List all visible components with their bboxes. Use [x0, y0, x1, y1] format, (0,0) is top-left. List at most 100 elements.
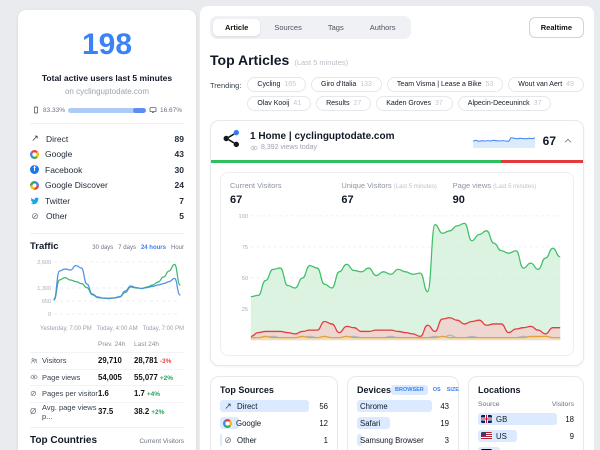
article-sparkline — [472, 137, 535, 148]
locations-col-source: Source — [478, 401, 500, 408]
range-tab-Hour[interactable]: Hour — [170, 245, 184, 251]
device-row-bar — [357, 417, 391, 429]
pill-count: 37 — [435, 100, 443, 107]
top-source-row: Google 12 — [220, 417, 328, 429]
direct-arrow-icon: ↗ — [31, 133, 39, 144]
top-sources-title: Top Sources — [220, 385, 274, 395]
svg-text:25: 25 — [242, 307, 248, 313]
pill-count: 133 — [360, 81, 372, 88]
tab-sources[interactable]: Sources — [274, 23, 302, 32]
mobile-icon — [34, 106, 38, 114]
trending-pill[interactable]: Kaden Groves 37 — [376, 96, 453, 111]
range-tab-24-hours[interactable]: 24 hours — [140, 245, 166, 251]
trending-pill[interactable]: Giro d'Italia 133 — [311, 77, 382, 92]
stats-col-last: Last 24h — [134, 341, 159, 348]
top-countries-subtitle: Current Visitors — [139, 438, 184, 445]
svg-text:100: 100 — [239, 214, 248, 220]
stats-row: ⊘ Pages per visitor 1.6 1.7 +4% — [30, 385, 184, 402]
site-label: on cyclinguptodate.com — [64, 87, 150, 96]
desktop-percent: 16.67% — [159, 106, 182, 114]
trending-pill[interactable]: Cycling 165 — [247, 77, 307, 92]
stat-last-value: 55,077 — [134, 372, 158, 382]
top-countries-title: Top Countries — [30, 435, 98, 446]
devices-tab-size[interactable]: SIZE — [446, 387, 459, 393]
trending-pill[interactable]: Wout van Aert 49 — [508, 77, 584, 92]
pill-label: Giro d'Italia — [321, 81, 357, 88]
stat-label: Avg. page views p... — [42, 402, 97, 421]
trending-pills: Cycling 165 Giro d'Italia 133 Team Visma | L… — [247, 77, 584, 111]
other-icon: ⊘ — [31, 210, 39, 221]
source-row: Google 43 — [30, 147, 184, 163]
trending-label: Trending: — [210, 81, 242, 90]
range-tab-30-days[interactable]: 30 days — [92, 245, 114, 251]
pill-label: Results — [326, 100, 350, 107]
article-stats: Current Visitors 67 Unique Visitors (Last … — [230, 181, 564, 206]
stat-label: Pages per visitor — [42, 389, 98, 399]
source-row: Google Discover 24 — [30, 178, 184, 194]
devices-tab-browser[interactable]: BROWSER — [391, 385, 428, 395]
twitter-icon — [30, 197, 39, 205]
realtime-button[interactable]: Realtime — [528, 17, 584, 38]
pill-count: 53 — [485, 81, 494, 88]
pill-label: Kaden Groves — [386, 100, 431, 107]
traffic-range-tabs: 30 days 7 days 24 hours Hour — [92, 245, 184, 251]
devices-tabs: BROWSER OS SIZE — [391, 385, 460, 395]
trending-pill[interactable]: Team Visma | Lease a Bike 53 — [386, 77, 504, 92]
eye-icon — [250, 145, 258, 150]
locations-card: Locations Source Visitors GB18US9DE5FR3S… — [468, 376, 584, 450]
svg-text:75: 75 — [242, 245, 248, 251]
trending-pill[interactable]: Olav Kooij 41 — [247, 96, 312, 111]
trending-pill[interactable]: Results 27 — [316, 96, 372, 111]
source-label: Google — [45, 149, 73, 160]
svg-text:0: 0 — [48, 312, 51, 318]
pill-label: Alpecin-Deceuninck — [467, 100, 530, 107]
locations-list: GB18US9DE5FR3SE2DK2RS2 — [478, 413, 574, 450]
tab-authors[interactable]: Authors — [369, 23, 396, 32]
tab-article[interactable]: Article — [213, 19, 261, 36]
location-code: GB — [496, 414, 508, 424]
realtime-sidebar: 198 Total active users last 5 minutes on… — [18, 10, 196, 450]
location-row-value: 5 — [570, 449, 574, 450]
article-stat: Page views (Last 5 minutes) 90 — [453, 181, 564, 206]
device-row-value: 3 — [444, 435, 449, 445]
mobile-percent: 83.33% — [43, 106, 66, 114]
stat-prev-value: 54,005 — [98, 372, 122, 382]
negative-segment — [501, 160, 583, 163]
svg-text:1,300: 1,300 — [37, 286, 51, 292]
svg-text:50: 50 — [242, 276, 248, 282]
facebook-icon: f — [30, 165, 39, 175]
article-area-chart: 100 75 50 25 — [239, 214, 561, 341]
stats-row: Page views 54,005 55,077 +2% — [30, 368, 184, 386]
collapse-chevron-icon[interactable] — [563, 136, 573, 146]
top-source-row-value: 12 — [319, 418, 328, 428]
locations-col-visitors: Visitors — [551, 401, 574, 408]
trending-pill[interactable]: Alpecin-Deceuninck 37 — [457, 96, 552, 111]
divider — [30, 427, 184, 428]
main-panel: Article Sources Tags Authors Realtime Top A… — [200, 6, 594, 450]
locations-title: Locations — [478, 385, 521, 395]
traffic-x-tick: Today, 4:00 AM — [96, 326, 138, 332]
article-stat-suffix: (Last 5 minutes) — [493, 184, 537, 190]
stat-delta: +2% — [159, 374, 174, 382]
stat-delta: +4% — [146, 391, 161, 399]
source-value: 7 — [179, 195, 184, 206]
article-card: 1 Home | cyclinguptodate.com 8,392 views… — [210, 120, 584, 366]
desktop-segment — [132, 107, 146, 113]
range-tab-7-days[interactable]: 7 days — [118, 245, 136, 251]
location-code: DE — [496, 449, 507, 450]
source-label: Google Discover — [45, 180, 108, 191]
top-source-row-bar — [220, 400, 309, 412]
stats-col-prev: Prev. 24h — [98, 341, 126, 348]
device-row: Samsung Browser 3 — [357, 434, 449, 446]
active-users-count: 198 — [81, 28, 133, 61]
source-value: 30 — [174, 164, 184, 175]
top-source-row: ⊘ Other 1 — [220, 434, 328, 446]
average-icon: Ø — [30, 407, 37, 416]
pill-label: Team Visma | Lease a Bike — [396, 81, 482, 88]
devices-tab-os[interactable]: OS — [432, 387, 441, 393]
device-row-bar — [357, 400, 433, 412]
device-row-bar — [357, 434, 363, 446]
tab-tags[interactable]: Tags — [327, 23, 344, 32]
top-source-label: Other — [237, 435, 257, 445]
